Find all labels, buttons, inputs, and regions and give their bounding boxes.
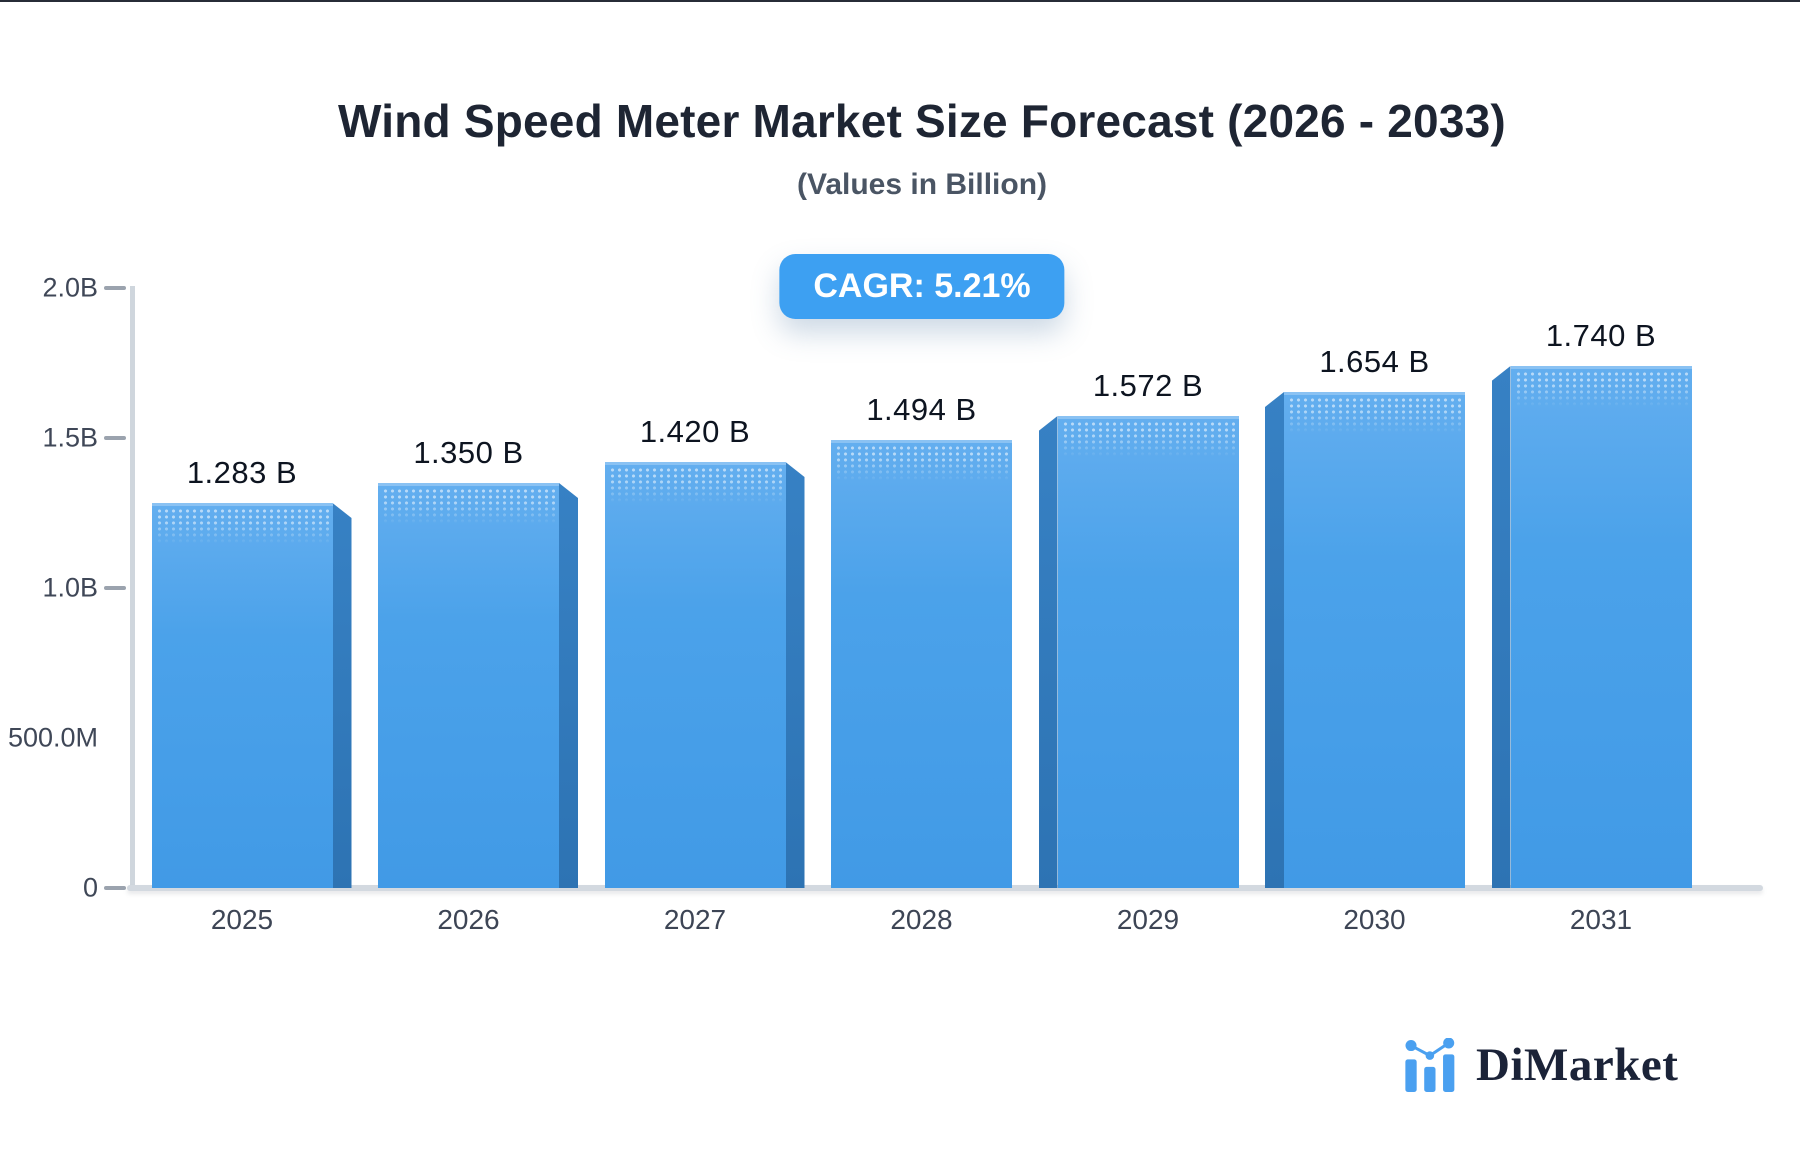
bar-face <box>151 503 333 888</box>
bar-chart-logo-icon <box>1405 1038 1455 1092</box>
bar-value-label: 1.420 B <box>639 414 751 449</box>
bar-3d-side <box>1491 366 1511 888</box>
y-tick-label: 1.0B <box>42 572 98 603</box>
y-tick-dash <box>104 286 126 290</box>
x-tick-label: 2027 <box>663 904 727 935</box>
bar-2029[interactable] <box>1038 416 1258 888</box>
bar-top-texture <box>1061 421 1235 457</box>
x-tick-label: 2028 <box>890 904 953 935</box>
bar-face <box>1057 416 1239 888</box>
bar-top-texture <box>155 508 329 544</box>
bar-top-texture <box>382 488 555 524</box>
x-tick-label: 2026 <box>437 904 500 935</box>
y-tick-dash <box>104 586 126 590</box>
bar-2027[interactable] <box>586 462 805 888</box>
bar-3d-side <box>785 462 805 888</box>
y-tick-label: 0 <box>82 872 98 903</box>
bar-value-label: 1.283 B <box>186 455 298 490</box>
y-tick-label: 1.5B <box>42 422 98 453</box>
logo-text: DiMarket <box>1476 1039 1679 1091</box>
bar-3d-side <box>332 503 352 888</box>
x-tick-label: 2025 <box>210 904 274 935</box>
x-tick-label: 2030 <box>1343 904 1406 935</box>
bar-top-texture <box>1288 397 1461 433</box>
y-tick-dash <box>104 886 126 890</box>
bar-2025[interactable] <box>133 503 352 888</box>
bar-2026[interactable] <box>359 483 578 888</box>
bar-2028[interactable] <box>812 440 1031 888</box>
bar-top-texture <box>1514 371 1688 407</box>
bar-3d-side <box>1265 392 1284 888</box>
dimarket-logo: DiMarket <box>1404 1038 1678 1092</box>
bar-value-label: 1.572 B <box>1092 368 1204 403</box>
y-tick-dash <box>104 436 126 440</box>
bar-face <box>378 483 559 888</box>
bar-face <box>1284 392 1465 888</box>
bar-top-texture <box>835 445 1008 481</box>
x-axis-baseline <box>127 885 1763 891</box>
cagr-badge: CAGR: 5.21% <box>779 254 1065 319</box>
y-axis-line <box>130 286 135 890</box>
bar-3d-side <box>1038 416 1058 888</box>
bar-face <box>1510 366 1692 888</box>
y-tick-label: 2.0B <box>42 272 98 303</box>
bar-3d-side <box>559 483 578 888</box>
bar-value-label: 1.740 B <box>1545 318 1657 353</box>
x-tick-label: 2029 <box>1116 904 1180 935</box>
y-tick-label: 500.0M <box>7 722 98 753</box>
bar-value-label: 1.494 B <box>866 392 977 427</box>
bar-2031[interactable] <box>1491 366 1711 888</box>
bar-value-label: 1.654 B <box>1319 344 1430 379</box>
bar-face <box>604 462 786 888</box>
bar-top-texture <box>608 467 782 503</box>
chart-subtitle: (Values in Billion) <box>796 168 1048 201</box>
chart-title: Wind Speed Meter Market Size Forecast (2… <box>338 95 1506 147</box>
bar-2030[interactable] <box>1265 392 1484 888</box>
bar-face <box>831 440 1012 888</box>
x-tick-label: 2031 <box>1569 904 1633 935</box>
bar-value-label: 1.350 B <box>413 435 524 470</box>
